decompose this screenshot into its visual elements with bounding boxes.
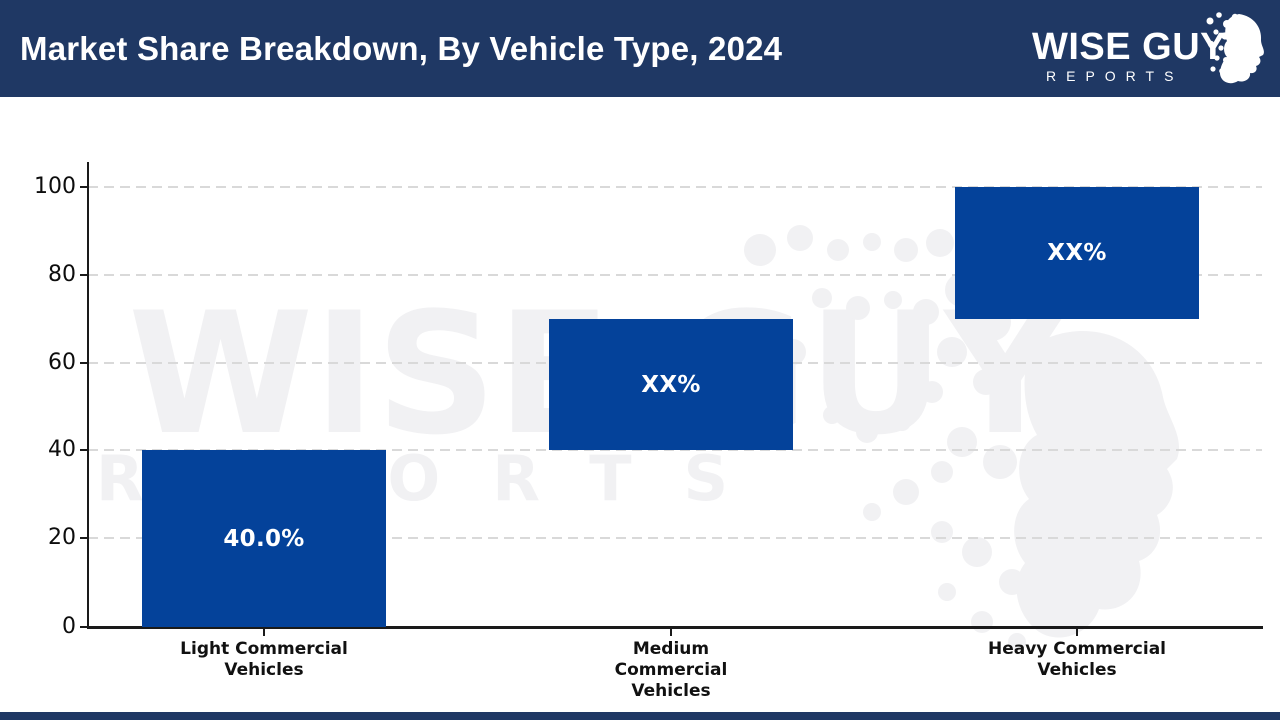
y-tick-label: 100 (34, 174, 76, 199)
gridline (88, 274, 1262, 276)
brand-logo-graphic: WISE GUY REPORTS (1032, 12, 1264, 84)
category-label-light: Light Commercial Vehicles (180, 639, 348, 680)
bar-value-label: 40.0% (223, 525, 305, 552)
y-tick (80, 537, 88, 539)
y-tick (80, 449, 88, 451)
bar-value-label: XX% (1047, 240, 1107, 266)
category-label-heavy: Heavy Commercial Vehicles (987, 639, 1166, 680)
logo-brand-text: WISE GUY (1032, 26, 1226, 68)
x-tick (670, 629, 672, 636)
y-axis-line (87, 162, 89, 628)
y-tick-label: 80 (48, 262, 76, 287)
y-tick-label: 60 (48, 350, 76, 375)
y-tick-label: 40 (48, 437, 76, 462)
header-bar: Market Share Breakdown, By Vehicle Type,… (0, 0, 1280, 97)
y-tick (80, 274, 88, 276)
x-axis-line (87, 626, 1263, 629)
page-title: Market Share Breakdown, By Vehicle Type,… (20, 29, 783, 67)
bar-medium-commercial: XX% (549, 319, 793, 450)
x-tick (263, 629, 265, 636)
gridline (88, 449, 1262, 451)
y-tick-label: 0 (62, 614, 76, 639)
x-tick (1076, 629, 1078, 636)
chart-canvas: WISE GUY REPORTS (0, 97, 1280, 712)
category-label-medium: Medium Commercial Vehicles (614, 639, 728, 701)
bar-light-commercial: 40.0% (142, 450, 386, 627)
y-tick (80, 626, 88, 628)
y-tick-label: 20 (48, 525, 76, 550)
gridline (88, 186, 1262, 188)
y-tick (80, 186, 88, 188)
logo-sub-text: REPORTS (1046, 68, 1183, 84)
logo-face-icon (1206, 12, 1264, 84)
watermark-face-icon (744, 225, 1180, 651)
brand-logo: WISE GUY REPORTS (1030, 7, 1268, 91)
footer-bar (0, 712, 1280, 720)
y-tick (80, 362, 88, 364)
gridline (88, 537, 1262, 539)
bar-value-label: XX% (641, 371, 701, 398)
bar-heavy-commercial: XX% (955, 187, 1199, 319)
